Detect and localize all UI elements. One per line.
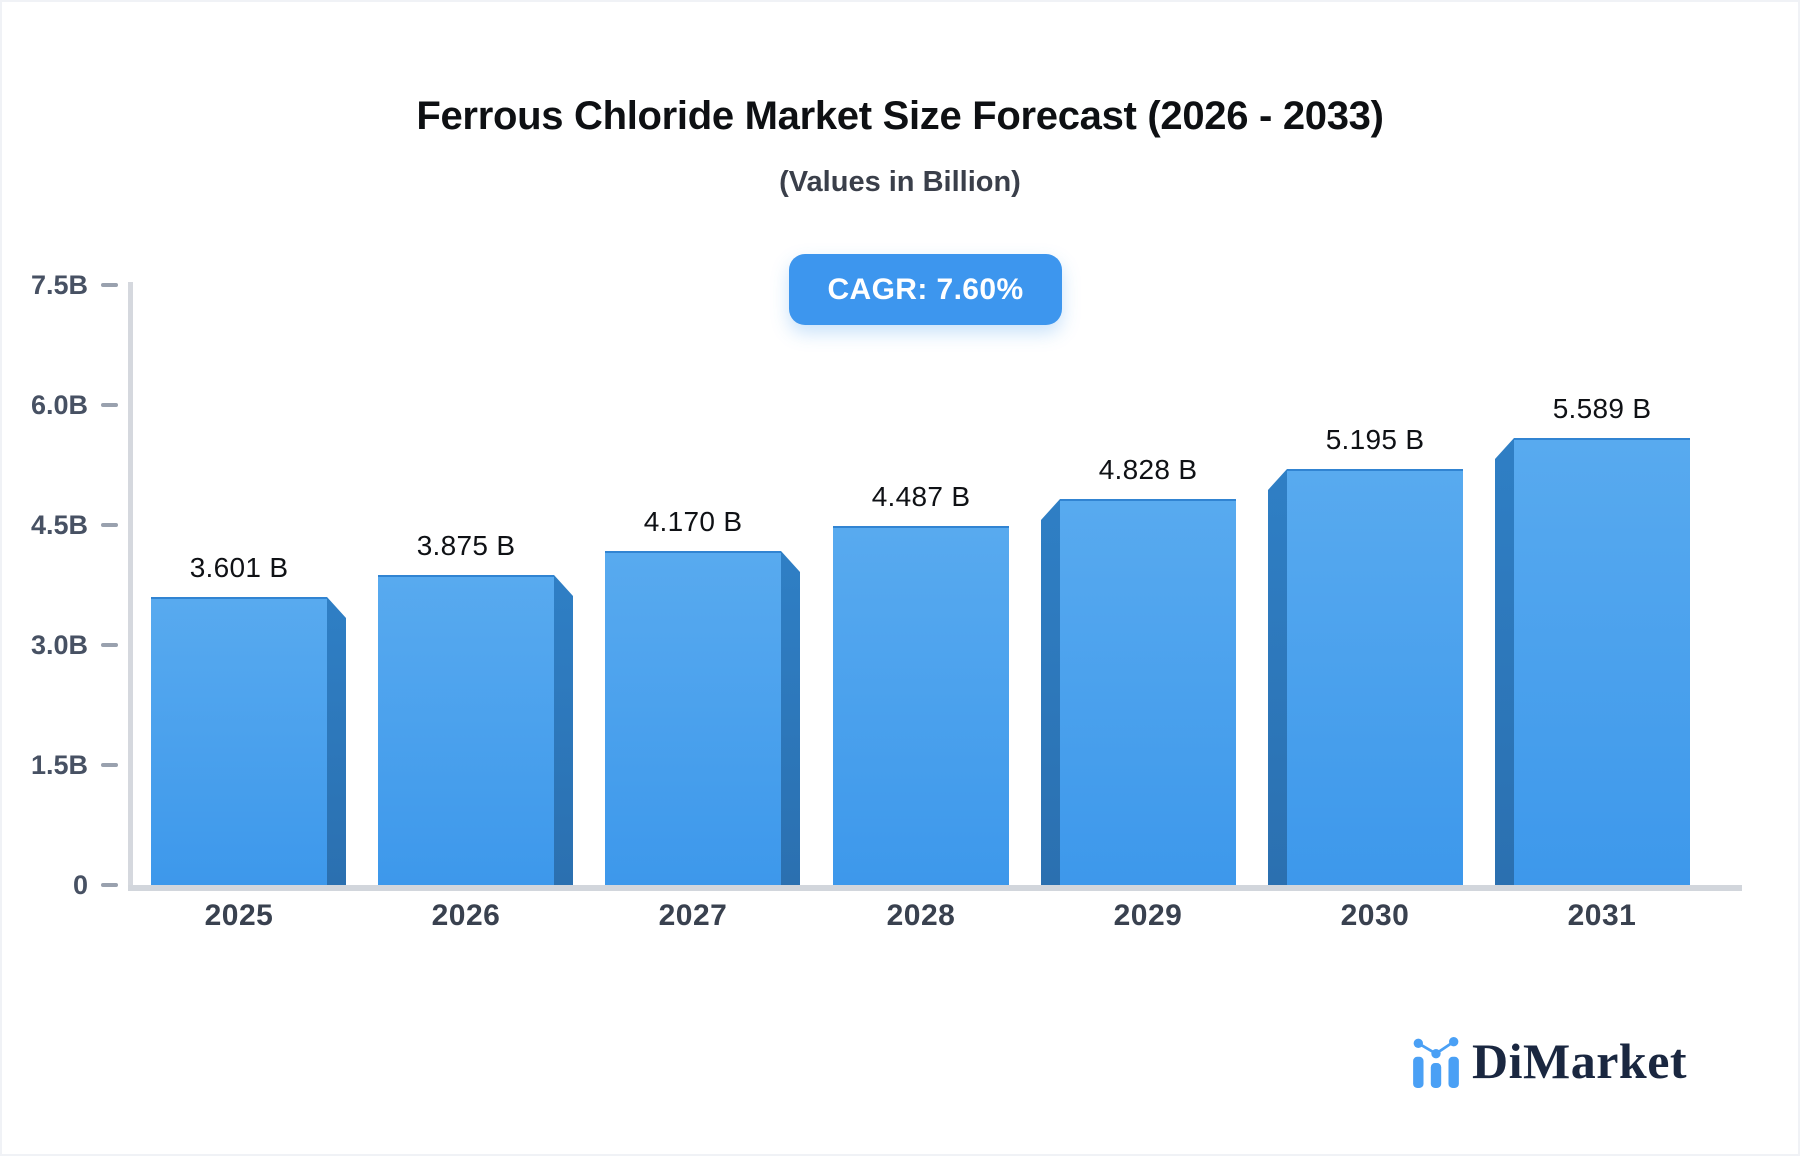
y-tick-dash: [101, 643, 118, 647]
y-tick-label: 3.0B: [30, 630, 88, 660]
y-tick-label: 0: [72, 870, 88, 900]
x-axis-label-2029: 2029: [1113, 899, 1183, 932]
chart-title: Ferrous Chloride Market Size Forecast (2…: [416, 94, 1384, 138]
y-tick-dash: [101, 883, 118, 887]
dimarket-logo[interactable]: DiMarket: [1412, 1034, 1687, 1088]
y-tick-dash: [101, 763, 118, 767]
bar-3d-side: [781, 551, 800, 885]
y-tick-label: 1.5B: [30, 750, 88, 780]
y-tick-label: 6.0B: [30, 390, 88, 420]
x-axis-label-2028: 2028: [886, 899, 956, 932]
bar-value-label: 4.487 B: [871, 481, 971, 512]
bar-3d-side: [1041, 499, 1060, 885]
y-tick-dash: [101, 523, 118, 527]
bar-value-label: 5.195 B: [1325, 424, 1425, 455]
cagr-badge: CAGR: 7.60%: [789, 254, 1062, 325]
x-axis-label-2030: 2030: [1340, 899, 1410, 932]
bar-value-label: 4.828 B: [1098, 454, 1198, 485]
mini-bar-chart-icon: [1413, 1037, 1459, 1088]
x-axis-label-2027: 2027: [658, 899, 728, 932]
bar-value-label: 3.875 B: [416, 530, 516, 561]
bar-2026: [378, 575, 554, 885]
logo-wordmark: DiMarket: [1472, 1033, 1688, 1089]
bar-2030: [1287, 469, 1463, 885]
bar-3d-side: [1268, 469, 1287, 885]
bar-3d-side: [327, 597, 346, 885]
bar-2028: [833, 526, 1009, 885]
y-tick-label: 4.5B: [30, 510, 88, 540]
x-axis-baseline: [128, 885, 1742, 891]
y-tick-dash: [101, 283, 118, 287]
x-axis-label-2026: 2026: [431, 899, 501, 932]
bar-value-label: 5.589 B: [1552, 393, 1652, 424]
bar-2027: [605, 551, 781, 885]
bar-3d-side: [1495, 438, 1514, 885]
bar-2029: [1060, 499, 1236, 885]
bar-value-label: 3.601 B: [189, 552, 289, 583]
bar-value-label: 4.170 B: [643, 506, 743, 537]
cagr-badge-label: CAGR: 7.60%: [827, 272, 1024, 306]
chart-subtitle: (Values in Billion): [779, 166, 1021, 198]
bar-2025: [151, 597, 327, 885]
y-tick-label: 7.5B: [30, 270, 88, 300]
y-tick-dash: [101, 403, 118, 407]
bar-3d-side: [554, 575, 573, 885]
bar-2031: [1514, 438, 1690, 885]
x-axis-label-2031: 2031: [1567, 899, 1637, 932]
x-axis-label-2025: 2025: [204, 899, 274, 932]
y-axis-line: [128, 282, 133, 889]
